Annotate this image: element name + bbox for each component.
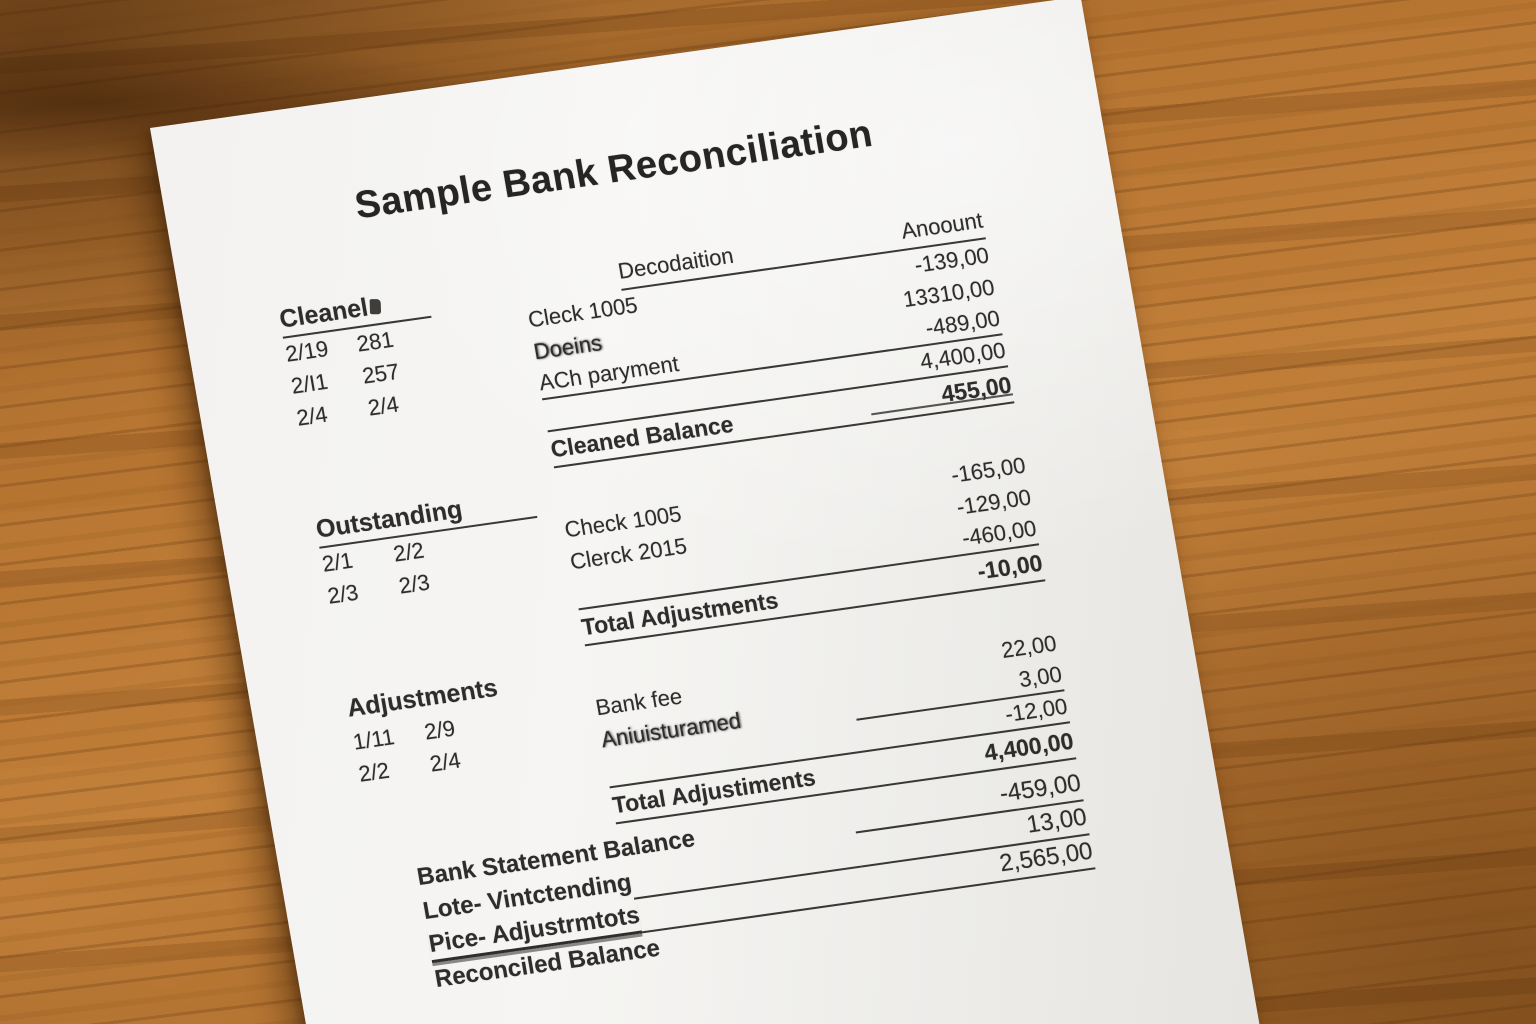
ink-blot [369,298,381,314]
paper-document: Sample Bank Reconciliation Cleanel Decod… [150,0,1307,1024]
document-content: Sample Bank Reconciliation Cleanel Decod… [244,15,1096,993]
